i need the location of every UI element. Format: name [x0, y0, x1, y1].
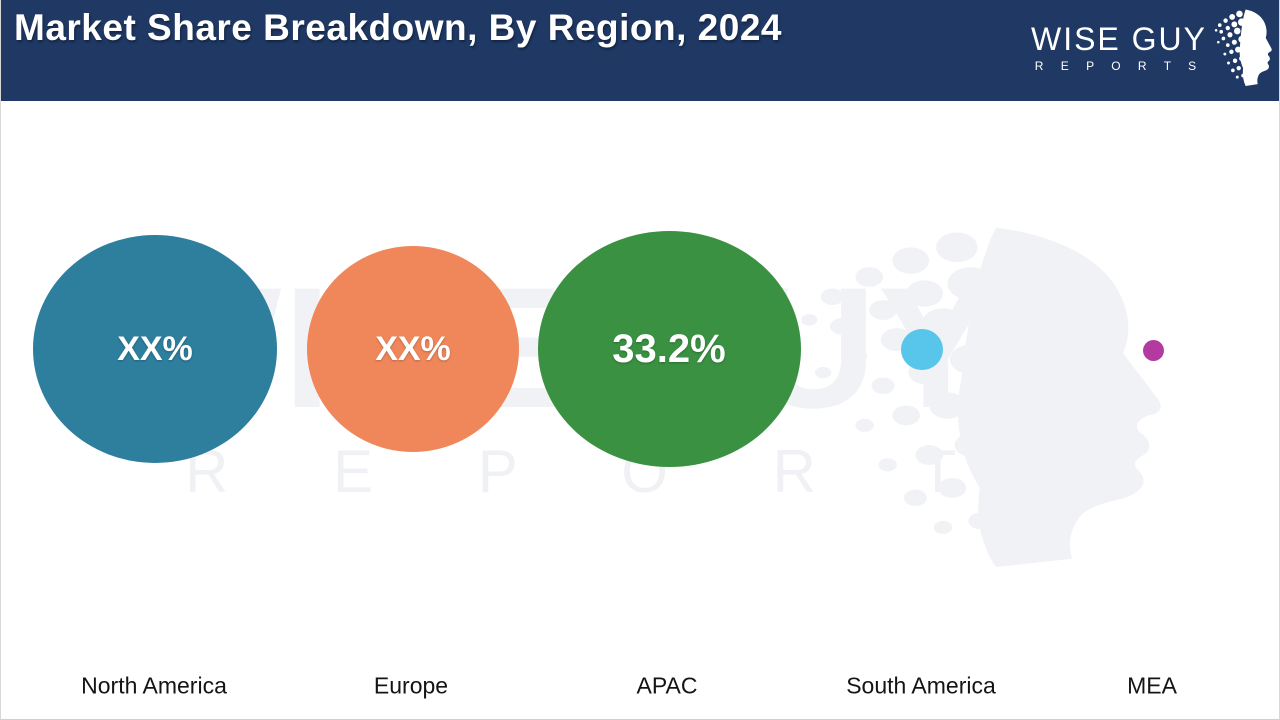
header-bar: Market Share Breakdown, By Region, 2024 …	[1, 0, 1279, 101]
watermark-head-icon	[801, 227, 1161, 567]
bubble-value-label: XX%	[117, 329, 193, 368]
category-label-europe: Europe	[373, 672, 449, 699]
logo-reports-label: R E P O R T S	[1034, 59, 1204, 73]
bubble-mea	[1142, 339, 1164, 361]
brand-logo-text: WISE GUY R E P O R T S	[1031, 21, 1207, 73]
bubble-south-america	[901, 328, 943, 370]
page-title: Market Share Breakdown, By Region, 2024	[14, 7, 782, 48]
category-label-apac: APAC	[636, 672, 698, 699]
bubble-north-america: XX%	[33, 235, 277, 463]
brand-logo: WISE GUY R E P O R T S	[1031, 8, 1273, 86]
wiseguy-head-icon	[1214, 9, 1272, 86]
bubble-europe: XX%	[307, 246, 519, 452]
category-label-mea: MEA	[1127, 672, 1177, 699]
logo-brand-label: WISE GUY	[1030, 21, 1207, 57]
bubble-apac: 33.2%	[537, 231, 801, 467]
bubble-value-label: 33.2%	[612, 326, 726, 371]
bubble-value-label: XX%	[375, 329, 451, 368]
category-label-north-america: North America	[81, 672, 227, 699]
category-label-south-america: South America	[846, 672, 996, 699]
